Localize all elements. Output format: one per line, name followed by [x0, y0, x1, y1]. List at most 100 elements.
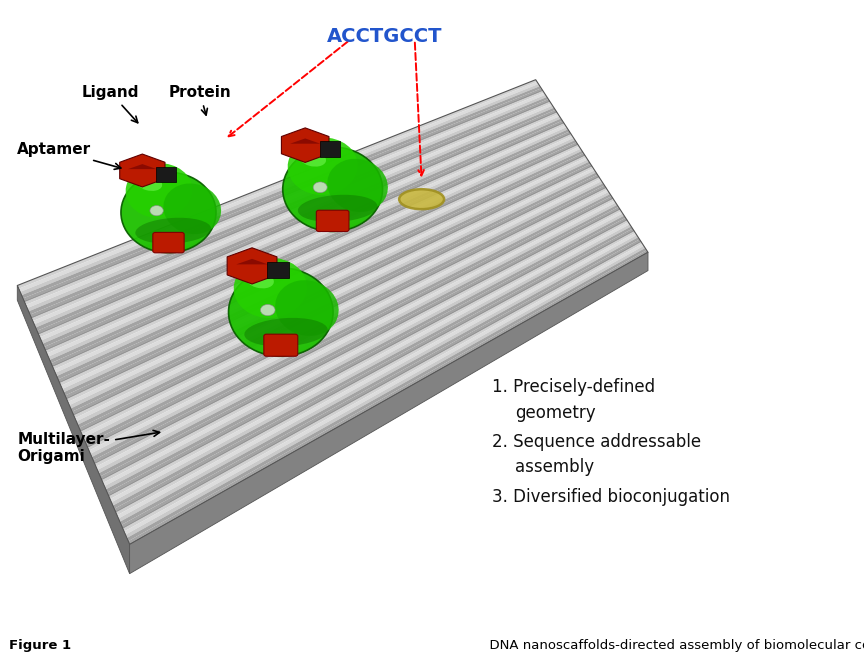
Ellipse shape	[313, 182, 327, 193]
Polygon shape	[117, 233, 637, 519]
Polygon shape	[128, 164, 156, 169]
Polygon shape	[35, 106, 554, 327]
Polygon shape	[67, 155, 586, 402]
Polygon shape	[227, 248, 277, 284]
Polygon shape	[56, 140, 576, 379]
Ellipse shape	[327, 159, 388, 212]
Polygon shape	[67, 157, 588, 405]
Ellipse shape	[299, 151, 326, 167]
Polygon shape	[96, 201, 616, 470]
Ellipse shape	[125, 163, 193, 218]
Polygon shape	[44, 121, 563, 351]
Polygon shape	[83, 181, 603, 441]
Polygon shape	[65, 153, 585, 399]
Polygon shape	[103, 211, 623, 486]
Polygon shape	[60, 145, 579, 386]
Polygon shape	[17, 80, 537, 289]
Text: Ligand: Ligand	[82, 86, 140, 123]
Ellipse shape	[288, 137, 358, 195]
Polygon shape	[128, 250, 648, 544]
Polygon shape	[37, 110, 556, 334]
Polygon shape	[22, 86, 541, 299]
FancyBboxPatch shape	[267, 262, 289, 278]
Polygon shape	[64, 151, 583, 396]
Polygon shape	[24, 90, 544, 305]
Polygon shape	[62, 149, 582, 392]
Polygon shape	[114, 228, 634, 512]
Polygon shape	[125, 246, 645, 538]
Polygon shape	[111, 224, 631, 506]
Polygon shape	[38, 112, 558, 337]
FancyBboxPatch shape	[320, 141, 340, 157]
Ellipse shape	[163, 183, 221, 234]
Ellipse shape	[136, 218, 211, 244]
FancyBboxPatch shape	[156, 167, 176, 182]
FancyBboxPatch shape	[153, 232, 184, 253]
Polygon shape	[29, 97, 549, 315]
Polygon shape	[92, 194, 612, 460]
Ellipse shape	[283, 147, 383, 232]
Polygon shape	[47, 125, 567, 357]
Polygon shape	[130, 252, 648, 574]
Polygon shape	[40, 114, 560, 341]
Polygon shape	[41, 116, 561, 344]
Polygon shape	[51, 131, 571, 367]
Polygon shape	[42, 118, 562, 347]
Ellipse shape	[245, 318, 327, 347]
Polygon shape	[53, 133, 572, 370]
Polygon shape	[31, 101, 551, 321]
Polygon shape	[60, 147, 581, 389]
Polygon shape	[107, 218, 627, 496]
Polygon shape	[93, 197, 613, 463]
Polygon shape	[35, 108, 556, 331]
Polygon shape	[94, 199, 614, 467]
Text: Multilayer-
Origami: Multilayer- Origami	[17, 430, 160, 464]
Polygon shape	[22, 88, 543, 301]
Text: geometry: geometry	[515, 404, 595, 422]
Text: Protein: Protein	[168, 86, 232, 115]
Text: 2. Sequence addressable: 2. Sequence addressable	[492, 433, 702, 451]
Polygon shape	[127, 248, 646, 541]
Polygon shape	[82, 179, 601, 438]
Text: DNA nanoscaffolds-directed assembly of biomolecular complexes.: DNA nanoscaffolds-directed assembly of b…	[481, 639, 864, 652]
Polygon shape	[69, 159, 589, 408]
Ellipse shape	[276, 280, 339, 336]
Polygon shape	[102, 209, 621, 483]
Polygon shape	[72, 164, 592, 415]
Polygon shape	[27, 95, 547, 311]
Text: ACCTGCCT: ACCTGCCT	[327, 27, 442, 46]
Polygon shape	[120, 237, 639, 525]
Text: assembly: assembly	[515, 458, 594, 476]
Polygon shape	[33, 104, 553, 325]
Polygon shape	[87, 187, 607, 451]
Polygon shape	[78, 173, 598, 428]
Ellipse shape	[399, 189, 444, 209]
Polygon shape	[109, 220, 628, 499]
Ellipse shape	[121, 172, 216, 252]
Ellipse shape	[233, 258, 307, 318]
Polygon shape	[80, 177, 600, 434]
Ellipse shape	[260, 305, 275, 315]
Text: Figure 1: Figure 1	[9, 639, 71, 652]
Polygon shape	[105, 216, 626, 493]
Polygon shape	[89, 190, 608, 454]
Polygon shape	[46, 123, 565, 353]
Polygon shape	[49, 129, 569, 363]
Polygon shape	[17, 286, 130, 574]
Polygon shape	[71, 162, 590, 412]
Polygon shape	[116, 231, 635, 515]
Polygon shape	[112, 226, 632, 509]
Polygon shape	[75, 168, 594, 422]
FancyBboxPatch shape	[316, 210, 349, 232]
Ellipse shape	[298, 195, 378, 222]
Polygon shape	[110, 222, 630, 503]
Polygon shape	[100, 207, 620, 479]
Polygon shape	[54, 136, 574, 373]
Polygon shape	[98, 203, 617, 473]
Polygon shape	[26, 92, 545, 308]
Ellipse shape	[246, 272, 274, 288]
Polygon shape	[120, 154, 165, 187]
Ellipse shape	[137, 175, 162, 191]
Text: Aptamer: Aptamer	[17, 142, 121, 169]
Polygon shape	[73, 166, 594, 418]
